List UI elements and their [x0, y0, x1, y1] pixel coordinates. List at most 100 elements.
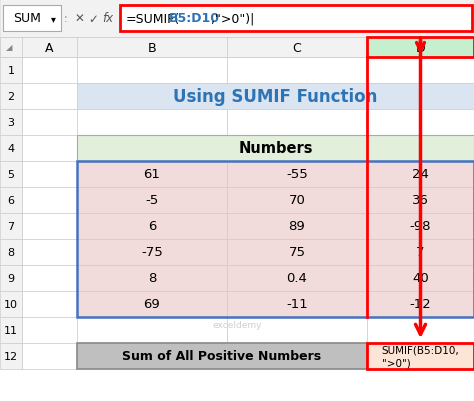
Bar: [367, 213, 474, 239]
Text: 61: 61: [144, 168, 160, 181]
Text: 40: 40: [412, 272, 429, 285]
Text: C: C: [292, 41, 301, 55]
Bar: [227, 58, 367, 84]
Bar: [22, 136, 77, 162]
Text: -98: -98: [410, 220, 431, 233]
Bar: [22, 213, 77, 239]
Bar: [77, 317, 227, 343]
Text: 8: 8: [148, 272, 156, 285]
Bar: [77, 188, 227, 213]
Text: 11: 11: [4, 325, 18, 335]
Bar: [0, 0, 474, 38]
Text: B: B: [148, 41, 156, 55]
Bar: [77, 291, 227, 317]
Bar: [0, 188, 22, 213]
Bar: [22, 188, 77, 213]
Bar: [0, 110, 22, 136]
Bar: [77, 38, 227, 58]
Bar: [77, 84, 474, 110]
Bar: [0, 343, 22, 369]
Bar: [227, 213, 367, 239]
Bar: [0, 38, 22, 58]
Text: :: :: [64, 14, 68, 24]
Text: 5: 5: [8, 170, 15, 180]
Bar: [77, 162, 227, 188]
Bar: [227, 265, 367, 291]
Text: 36: 36: [412, 194, 429, 207]
Bar: [77, 265, 227, 291]
Text: -11: -11: [286, 298, 308, 311]
Text: A: A: [45, 41, 54, 55]
Bar: [22, 317, 77, 343]
Bar: [367, 265, 474, 291]
Bar: [367, 188, 474, 213]
Text: 24: 24: [412, 168, 429, 181]
Text: 7: 7: [416, 246, 425, 259]
Bar: [77, 136, 474, 162]
Text: =SUMIF(: =SUMIF(: [126, 12, 180, 25]
Text: SUM: SUM: [13, 12, 41, 25]
Text: 4: 4: [8, 144, 15, 154]
Bar: [227, 110, 367, 136]
Text: 3: 3: [8, 118, 15, 128]
Bar: [3, 6, 61, 32]
Bar: [367, 291, 474, 317]
Bar: [367, 58, 474, 84]
Text: ▾: ▾: [51, 14, 55, 24]
Text: -5: -5: [146, 194, 159, 207]
Text: 69: 69: [144, 298, 160, 311]
Bar: [22, 239, 77, 265]
Text: -75: -75: [141, 246, 163, 259]
Bar: [77, 239, 227, 265]
Bar: [77, 343, 367, 369]
Text: Sum of All Positive Numbers: Sum of All Positive Numbers: [122, 350, 321, 363]
Bar: [0, 162, 22, 188]
Bar: [0, 84, 22, 110]
Bar: [367, 343, 474, 369]
Text: Numbers: Numbers: [238, 141, 313, 156]
Bar: [367, 162, 474, 188]
Text: .: .: [64, 9, 68, 19]
Text: B5:D10: B5:D10: [169, 12, 220, 25]
Bar: [227, 162, 367, 188]
Bar: [0, 213, 22, 239]
Text: 12: 12: [4, 351, 18, 361]
Text: Using SUMIF Function: Using SUMIF Function: [173, 88, 378, 106]
Bar: [0, 38, 474, 58]
Bar: [120, 6, 472, 32]
Text: ◢: ◢: [6, 43, 12, 53]
Text: -55: -55: [286, 168, 308, 181]
Bar: [227, 291, 367, 317]
Bar: [77, 58, 227, 84]
Bar: [227, 188, 367, 213]
Bar: [227, 239, 367, 265]
Bar: [0, 291, 22, 317]
Bar: [367, 317, 474, 343]
Bar: [77, 213, 227, 239]
Bar: [77, 110, 227, 136]
Bar: [22, 343, 77, 369]
Bar: [227, 317, 367, 343]
Bar: [367, 38, 474, 58]
Text: fx: fx: [102, 12, 114, 25]
Bar: [0, 317, 22, 343]
Text: 75: 75: [289, 246, 306, 259]
Text: 89: 89: [289, 220, 305, 233]
Bar: [22, 58, 77, 84]
Text: -12: -12: [410, 298, 431, 311]
Text: 7: 7: [8, 221, 15, 231]
Bar: [77, 162, 474, 317]
Text: exceldemy: exceldemy: [212, 321, 262, 330]
Text: 2: 2: [8, 92, 15, 102]
Bar: [22, 84, 77, 110]
Bar: [0, 136, 22, 162]
Bar: [22, 162, 77, 188]
Bar: [0, 265, 22, 291]
Bar: [367, 239, 474, 265]
Text: ✕: ✕: [74, 12, 84, 25]
Bar: [0, 58, 22, 84]
Text: 6: 6: [8, 196, 15, 205]
Text: 6: 6: [148, 220, 156, 233]
Bar: [22, 265, 77, 291]
Bar: [0, 239, 22, 265]
